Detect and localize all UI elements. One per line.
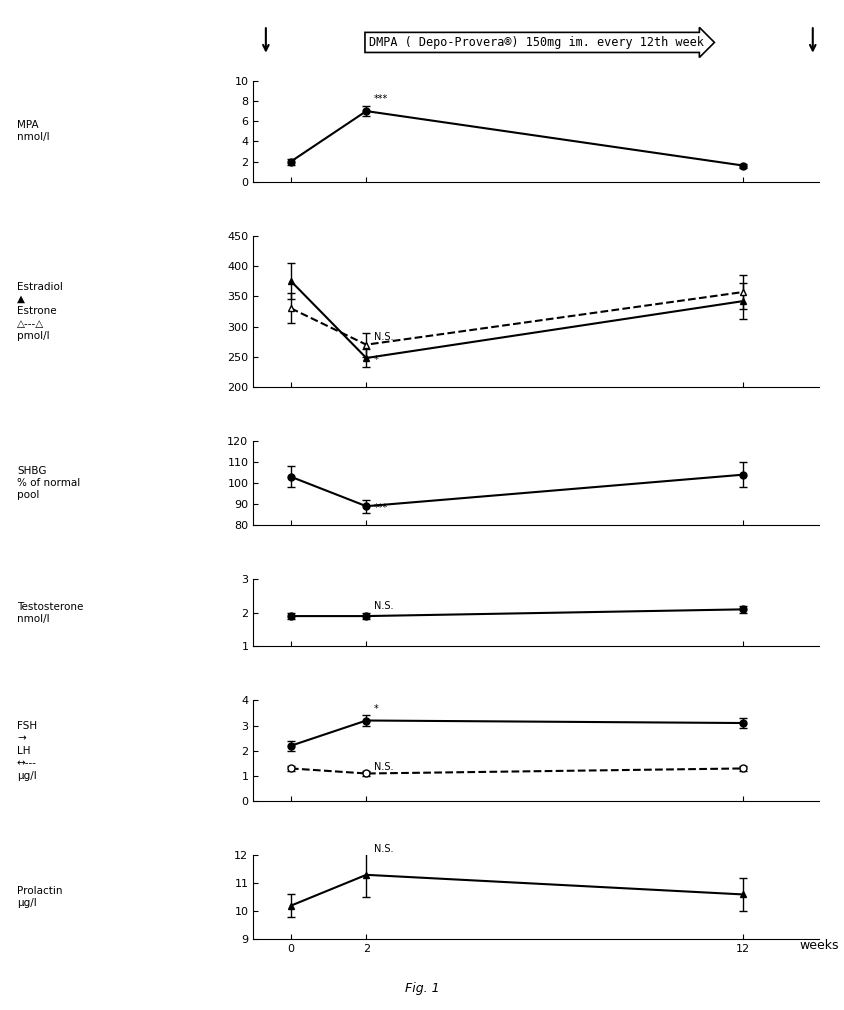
- Text: FSH
→
LH
↔---
µg/l: FSH → LH ↔--- µg/l: [17, 721, 37, 781]
- Text: ***: ***: [374, 94, 388, 104]
- Text: DMPA ( Depo-Provera®) 150mg im. every 12th week: DMPA ( Depo-Provera®) 150mg im. every 12…: [369, 36, 703, 48]
- Text: N.S.: N.S.: [374, 843, 393, 853]
- Text: Estradiol
▲
Estrone
△---△
pmol/l: Estradiol ▲ Estrone △---△ pmol/l: [17, 282, 62, 341]
- Text: N.S.: N.S.: [374, 601, 393, 611]
- Text: Testosterone
nmol/l: Testosterone nmol/l: [17, 602, 84, 624]
- Text: weeks: weeks: [800, 939, 839, 952]
- Text: N.S.: N.S.: [374, 763, 393, 773]
- Text: Prolactin
µg/l: Prolactin µg/l: [17, 886, 62, 908]
- Text: Fig. 1: Fig. 1: [404, 982, 440, 995]
- Text: SHBG
% of normal
pool: SHBG % of normal pool: [17, 466, 80, 501]
- Text: *: *: [374, 704, 379, 714]
- Text: *: *: [374, 356, 379, 366]
- Text: MPA
nmol/l: MPA nmol/l: [17, 120, 50, 142]
- Text: ***: ***: [374, 503, 388, 512]
- Text: N.S.: N.S.: [374, 331, 393, 341]
